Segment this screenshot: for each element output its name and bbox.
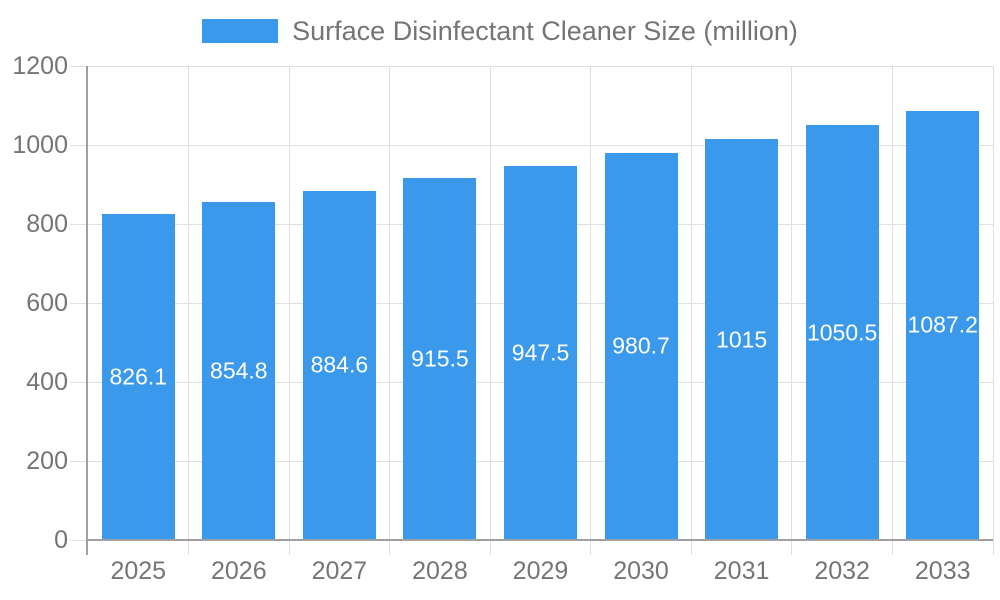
- v-gridline: [489, 66, 491, 540]
- h-gridline: [88, 144, 993, 146]
- x-axis-tick: [389, 540, 391, 555]
- y-axis-tick: [70, 460, 88, 462]
- legend-item[interactable]: Surface Disinfectant Cleaner Size (milli…: [0, 15, 1000, 46]
- v-gridline: [188, 66, 190, 540]
- x-axis-line: [86, 539, 993, 541]
- bar[interactable]: 947.5: [504, 165, 577, 540]
- x-axis-tick: [86, 540, 88, 555]
- x-axis-label: 2026: [211, 557, 267, 585]
- bar-value-label: 1015: [716, 326, 768, 353]
- y-axis-tick: [70, 302, 88, 304]
- x-axis-tick: [489, 540, 491, 555]
- x-axis-label: 2032: [814, 557, 870, 585]
- v-gridline: [288, 66, 290, 540]
- x-axis-tick: [590, 540, 592, 555]
- x-axis-label: 2028: [412, 557, 468, 585]
- bar[interactable]: 826.1: [101, 213, 175, 540]
- v-gridline: [791, 66, 793, 540]
- x-axis-tick: [690, 540, 692, 555]
- v-gridline: [590, 66, 592, 540]
- y-axis-tick: [70, 381, 88, 383]
- x-axis-tick: [288, 540, 290, 555]
- legend-swatch: [202, 19, 279, 43]
- bar[interactable]: 980.7: [604, 152, 678, 540]
- bar[interactable]: 884.6: [302, 190, 376, 540]
- x-axis-label: 2027: [311, 557, 368, 585]
- v-gridline: [690, 66, 692, 540]
- y-axis-tick: [70, 223, 88, 225]
- bar[interactable]: 1087.2: [906, 110, 980, 540]
- y-axis-label: 200: [26, 447, 68, 475]
- bar-value-label: 915.5: [411, 345, 469, 372]
- y-axis-label: 400: [26, 368, 68, 396]
- bar-value-label: 854.8: [210, 357, 268, 384]
- x-axis-tick: [992, 540, 994, 555]
- y-axis-label: 600: [26, 289, 68, 317]
- x-axis-label: 2029: [512, 557, 569, 585]
- x-axis-label: 2025: [110, 557, 167, 585]
- y-axis-label: 1200: [12, 52, 68, 80]
- v-gridline: [389, 66, 391, 540]
- x-axis-label: 2030: [613, 557, 669, 585]
- bar-value-label: 980.7: [612, 332, 670, 359]
- y-axis-tick: [70, 65, 88, 67]
- v-gridline: [891, 66, 893, 540]
- bar[interactable]: 1050.5: [805, 125, 879, 540]
- y-axis-label: 0: [54, 526, 68, 554]
- bar[interactable]: 854.8: [202, 202, 276, 540]
- bar-value-label: 1087.2: [907, 311, 978, 338]
- x-axis-tick: [891, 540, 893, 555]
- bar-value-label: 947.5: [511, 339, 570, 366]
- bar[interactable]: 1015: [705, 139, 779, 540]
- x-axis-tick: [188, 540, 190, 555]
- x-axis-label: 2033: [914, 557, 971, 585]
- y-axis-label: 1000: [12, 131, 68, 159]
- y-axis-line: [86, 66, 88, 540]
- h-gridline: [88, 65, 993, 67]
- x-axis-label: 2031: [713, 557, 770, 585]
- bar-value-label: 884.6: [310, 351, 369, 378]
- bar[interactable]: 915.5: [403, 178, 477, 540]
- bar-value-label: 826.1: [109, 363, 168, 390]
- y-axis-label: 800: [26, 210, 68, 238]
- y-axis-tick: [70, 144, 88, 146]
- legend-label: Surface Disinfectant Cleaner Size (milli…: [292, 15, 798, 46]
- y-axis-tick: [70, 539, 88, 541]
- x-axis-tick: [791, 540, 793, 555]
- v-gridline: [992, 66, 994, 540]
- bar-value-label: 1050.5: [806, 319, 878, 346]
